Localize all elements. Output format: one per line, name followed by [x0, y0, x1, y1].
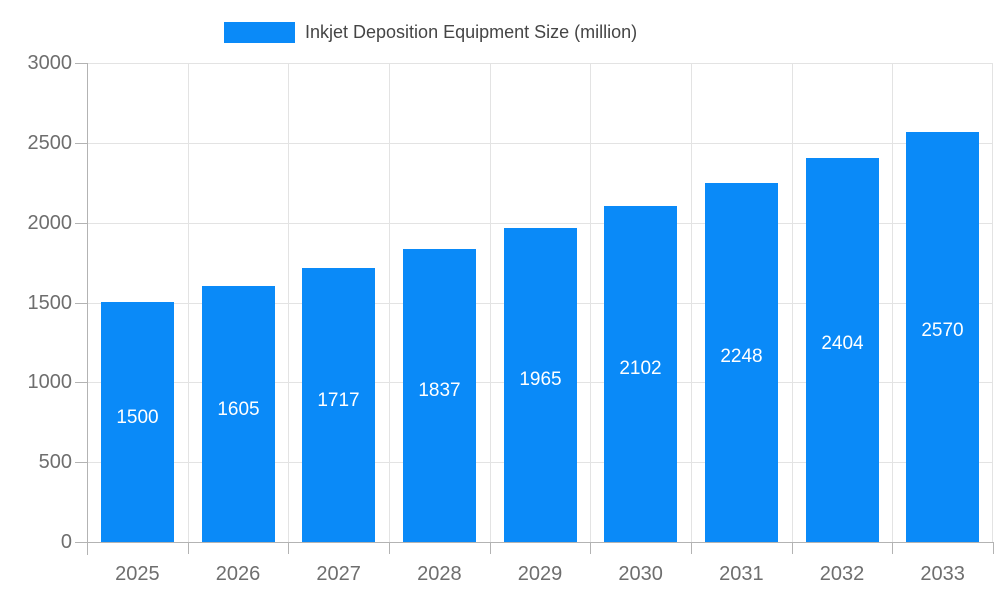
x-axis-tick-label: 2032	[819, 563, 865, 585]
x-axis-tick-label: 2033	[920, 563, 965, 585]
bar-value-label: 2248	[720, 346, 763, 368]
x-axis-tick	[892, 542, 893, 554]
legend-swatch	[224, 22, 295, 43]
x-axis-tick	[993, 542, 994, 554]
y-axis-tick	[75, 303, 87, 304]
bar: 1605	[202, 286, 275, 542]
gridline-vertical	[691, 63, 692, 542]
x-axis-tick-label: 2027	[316, 563, 361, 585]
gridline-vertical	[188, 63, 189, 542]
bar: 2102	[604, 206, 677, 542]
gridline-vertical	[389, 63, 390, 542]
bar-value-label: 2102	[619, 357, 662, 379]
y-axis-tick-label: 2000	[27, 212, 73, 234]
gridline-vertical	[288, 63, 289, 542]
y-axis-tick-label: 1500	[27, 292, 73, 314]
gridline-vertical	[590, 63, 591, 542]
bar-value-label: 1717	[317, 389, 360, 411]
bar: 1500	[101, 302, 174, 542]
gridline-vertical	[490, 63, 491, 542]
gridline-horizontal	[87, 223, 993, 224]
gridline-horizontal	[87, 63, 993, 64]
y-axis-tick	[75, 223, 87, 224]
bar-value-label: 2570	[921, 319, 964, 341]
x-axis-tick-label: 2029	[517, 563, 563, 585]
bar: 2570	[906, 132, 979, 542]
y-axis-tick	[75, 462, 87, 463]
y-axis-tick	[75, 542, 87, 543]
x-axis-tick-label: 2031	[719, 563, 764, 585]
bar-value-label: 1837	[418, 380, 461, 402]
bar: 2404	[806, 158, 879, 542]
y-axis-tick-label: 0	[60, 531, 72, 553]
bar: 1965	[504, 228, 577, 542]
y-axis-tick-label: 2500	[27, 132, 73, 154]
y-axis-tick	[75, 382, 87, 383]
bar-value-label: 1605	[217, 399, 260, 421]
x-axis-tick	[87, 542, 88, 554]
x-axis-tick-label: 2028	[417, 563, 462, 585]
x-axis-tick-label: 2026	[215, 563, 261, 585]
gridline-vertical	[992, 63, 993, 542]
x-axis-tick-label: 2025	[115, 563, 160, 585]
gridline-vertical	[892, 63, 893, 542]
y-axis-tick-label: 500	[38, 451, 72, 473]
bar-value-label: 1965	[519, 369, 562, 391]
y-axis-tick	[75, 143, 87, 144]
x-axis-line	[87, 542, 994, 543]
bar: 1837	[403, 249, 476, 542]
bar-value-label: 2404	[821, 333, 864, 355]
bar-value-label: 1500	[116, 407, 159, 429]
gridline-vertical	[792, 63, 793, 542]
x-axis-tick	[792, 542, 793, 554]
x-axis-tick	[490, 542, 491, 554]
x-axis-tick	[590, 542, 591, 554]
x-axis-tick-label: 2030	[618, 563, 663, 585]
x-axis-tick	[389, 542, 390, 554]
bar: 2248	[705, 183, 778, 542]
gridline-horizontal	[87, 143, 993, 144]
legend-label: Inkjet Deposition Equipment Size (millio…	[305, 22, 638, 42]
x-axis-tick	[188, 542, 189, 554]
y-axis-tick-label: 1000	[27, 371, 73, 393]
bar: 1717	[302, 268, 375, 542]
plot-area: 1500 1605 1717 1837 1965 2102 2248 2404 2570	[87, 63, 993, 542]
y-axis-tick	[75, 63, 87, 64]
y-axis-line	[87, 63, 88, 555]
x-axis-tick	[288, 542, 289, 554]
y-axis-tick-label: 3000	[27, 52, 73, 74]
x-axis-tick	[691, 542, 692, 554]
legend: Inkjet Deposition Equipment Size (millio…	[224, 22, 637, 43]
